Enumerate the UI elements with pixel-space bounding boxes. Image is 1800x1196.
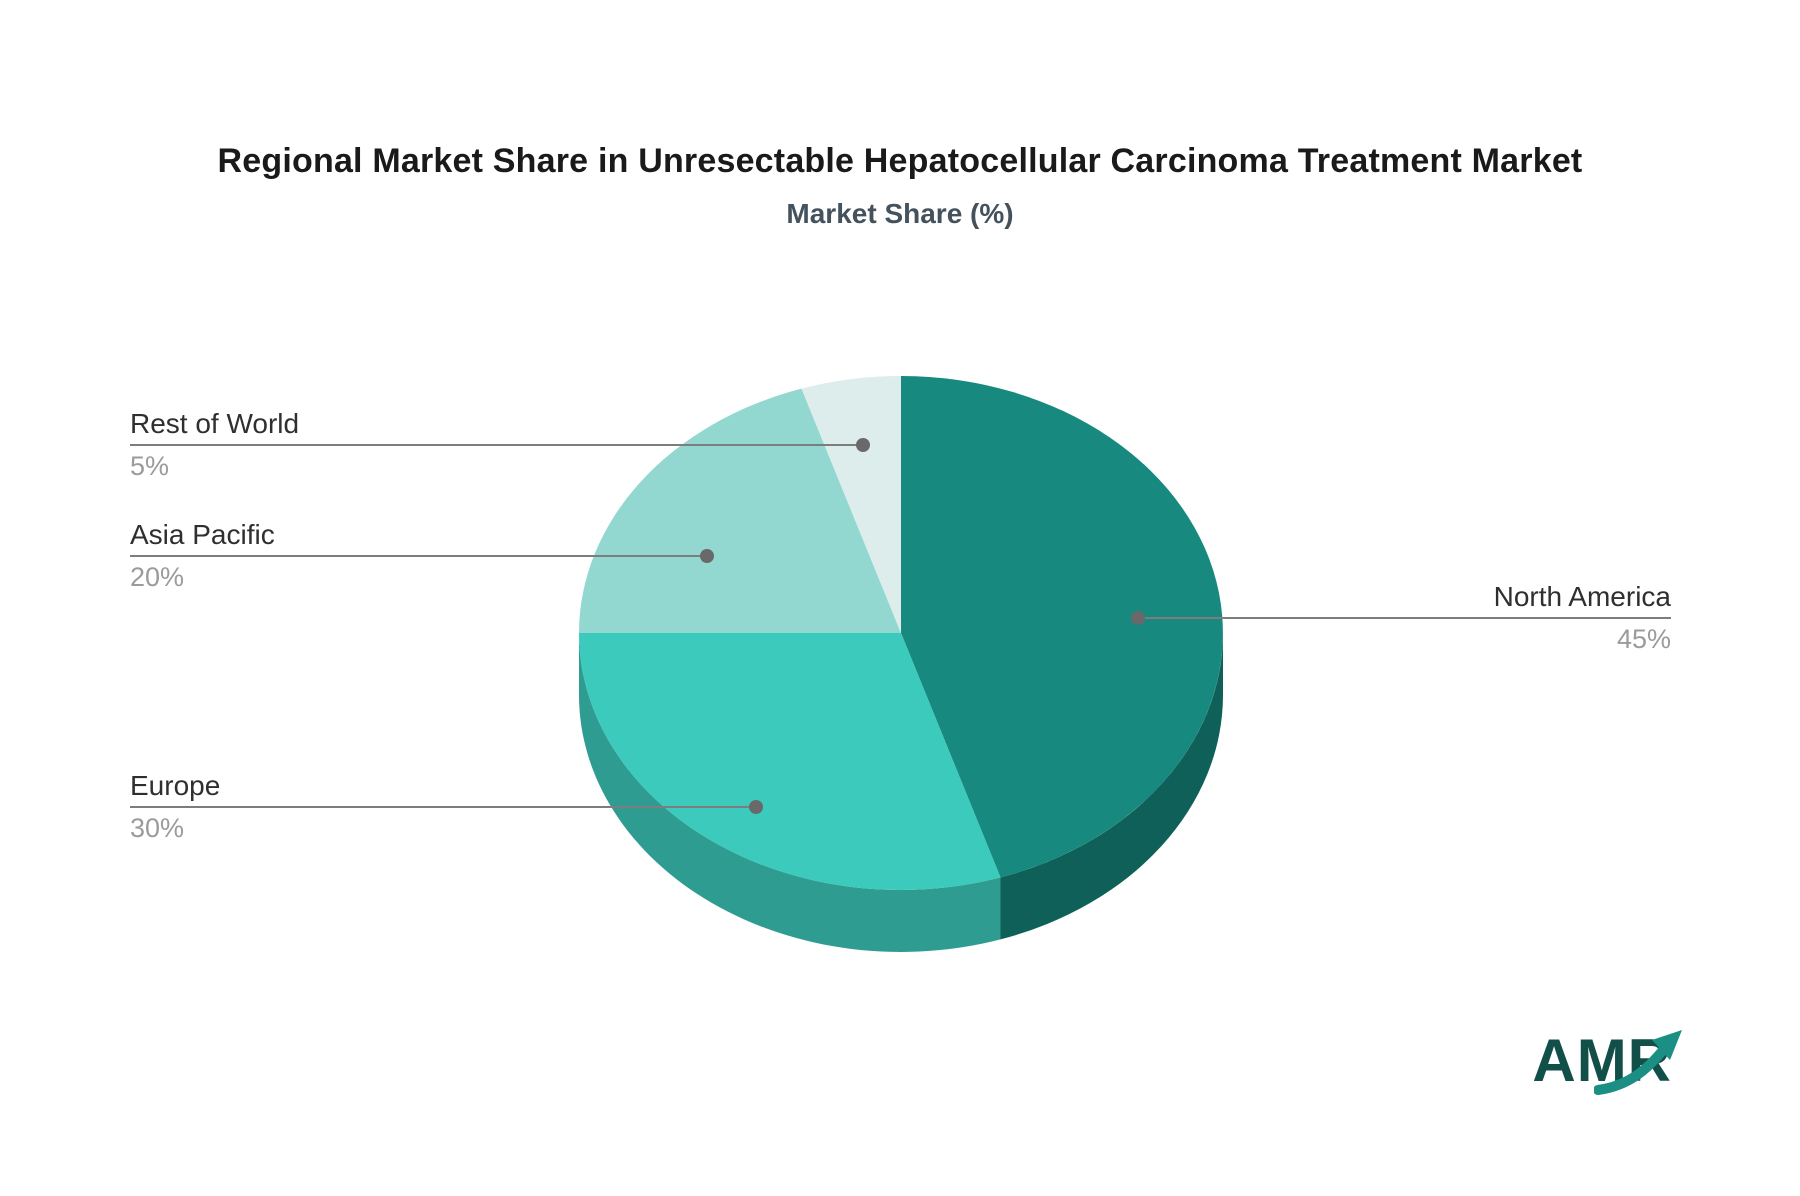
leader-line-rest-of-world [130, 438, 870, 452]
chart-subtitle: Market Share (%) [786, 198, 1014, 229]
leader-line-asia-pacific [130, 549, 714, 563]
leader-dot-asia-pacific [700, 549, 714, 563]
pie-side-north-america [1000, 633, 1223, 940]
slice-label-north-america: North America [1493, 581, 1671, 612]
leader-line-europe [130, 800, 763, 814]
slice-pct-rest-of-world: 5% [130, 451, 170, 481]
chart-title: Regional Market Share in Unresectable He… [217, 142, 1583, 180]
leader-dot-rest-of-world [856, 438, 870, 452]
pie-side-europe [579, 633, 1001, 952]
pie-slice-asia-pacific[interactable] [579, 388, 901, 633]
pie-slice-north-america[interactable] [901, 376, 1223, 878]
pie-slice-rest-of-world[interactable] [801, 376, 902, 633]
amr-logo-arrow-icon [1594, 1030, 1682, 1095]
slice-pct-asia-pacific: 20% [130, 562, 185, 592]
leader-dot-north-america [1131, 611, 1145, 625]
slice-label-asia-pacific: Asia Pacific [130, 519, 275, 550]
pie-slice-europe[interactable] [579, 633, 1001, 890]
slice-pct-north-america: 45% [1616, 624, 1671, 654]
leader-dot-europe [749, 800, 763, 814]
leader-line-north-america [1131, 611, 1671, 625]
slice-label-rest-of-world: Rest of World [130, 408, 300, 439]
amr-logo: AMR [1492, 1026, 1682, 1106]
slice-pct-europe: 30% [130, 813, 185, 843]
slice-label-europe: Europe [130, 770, 221, 801]
